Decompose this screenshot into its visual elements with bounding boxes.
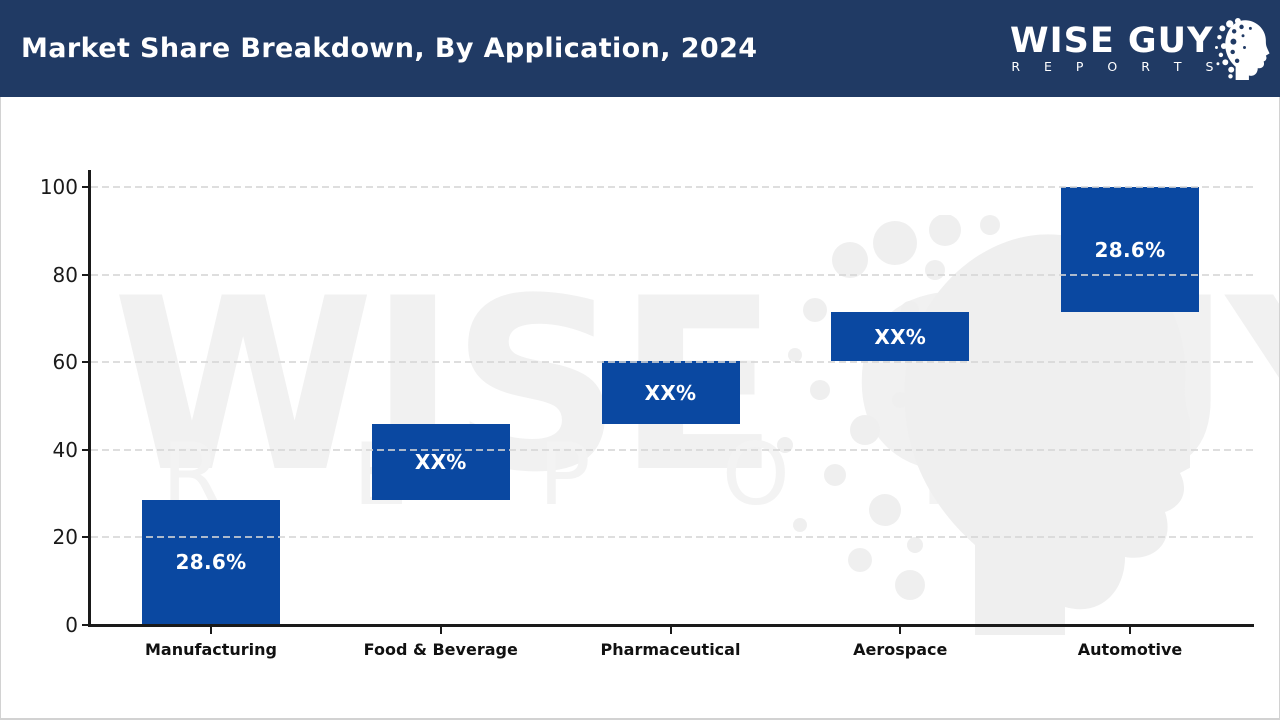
watermark-head-icon [777,215,1190,635]
x-axis-line [88,624,1254,627]
x-category-label: Manufacturing [145,640,277,659]
grid-line-40 [91,448,1254,451]
y-tick-label: 60 [52,350,78,375]
bar-aerospace: XX% [831,312,970,362]
logo-text: WISE GUY R E P O R T S [1010,23,1213,75]
grid-line-20 [91,536,1254,539]
x-tick-mark [1129,627,1131,634]
bar-food-beverage: XX% [371,423,510,500]
header-bar: Market Share Breakdown, By Application, … [0,0,1280,97]
bar-pharmaceutical: XX% [601,361,740,424]
logo-head-icon [1215,18,1270,80]
logo-subtitle: R E P O R T S [1011,59,1224,74]
page-border-bottom [0,718,1280,720]
y-axis-line [88,170,91,627]
y-tick-mark [82,448,90,451]
bar-value-label: XX% [874,324,927,349]
x-tick-mark [899,627,902,634]
logo-wordmark: WISE GUY [1010,21,1214,61]
y-tick-mark [82,186,90,188]
y-tick-mark [82,624,90,626]
grid-line-100 [91,186,1254,188]
y-tick-mark [82,361,90,364]
bar-manufacturing: 28.6% [142,499,280,625]
x-category-label: Pharmaceutical [600,640,741,659]
bar-value-label: 28.6% [175,550,247,575]
chart-plot-area: 28.6% Manufacturing XX% Food & Beverage XX% P… [0,97,1280,720]
y-tick-mark [82,273,90,276]
wise-guy-logo: WISE GUY R E P O R T S [1010,6,1270,92]
x-tick-mark [210,627,212,634]
y-tick-label: 20 [52,525,78,550]
grid-line-60 [91,361,1254,364]
x-category-label: Automotive [1077,640,1183,659]
x-category-label: Aerospace [853,640,948,659]
x-tick-mark [669,627,672,634]
y-tick-mark [82,536,90,539]
bar-automotive: 28.6% [1061,187,1199,313]
bar-value-label: XX% [414,449,467,474]
grid-line-80 [91,273,1254,276]
y-tick-label: 40 [52,437,78,462]
y-tick-label: 0 [65,613,78,637]
x-category-label: Food & Beverage [363,640,518,659]
y-tick-label: 80 [52,262,78,287]
bar-value-label: XX% [644,380,697,405]
bar-value-label: 28.6% [1094,237,1166,262]
page-border-left [0,97,1,720]
y-tick-label: 100 [39,175,78,199]
page-title: Market Share Breakdown, By Application, … [21,33,758,64]
x-tick-mark [439,627,442,634]
